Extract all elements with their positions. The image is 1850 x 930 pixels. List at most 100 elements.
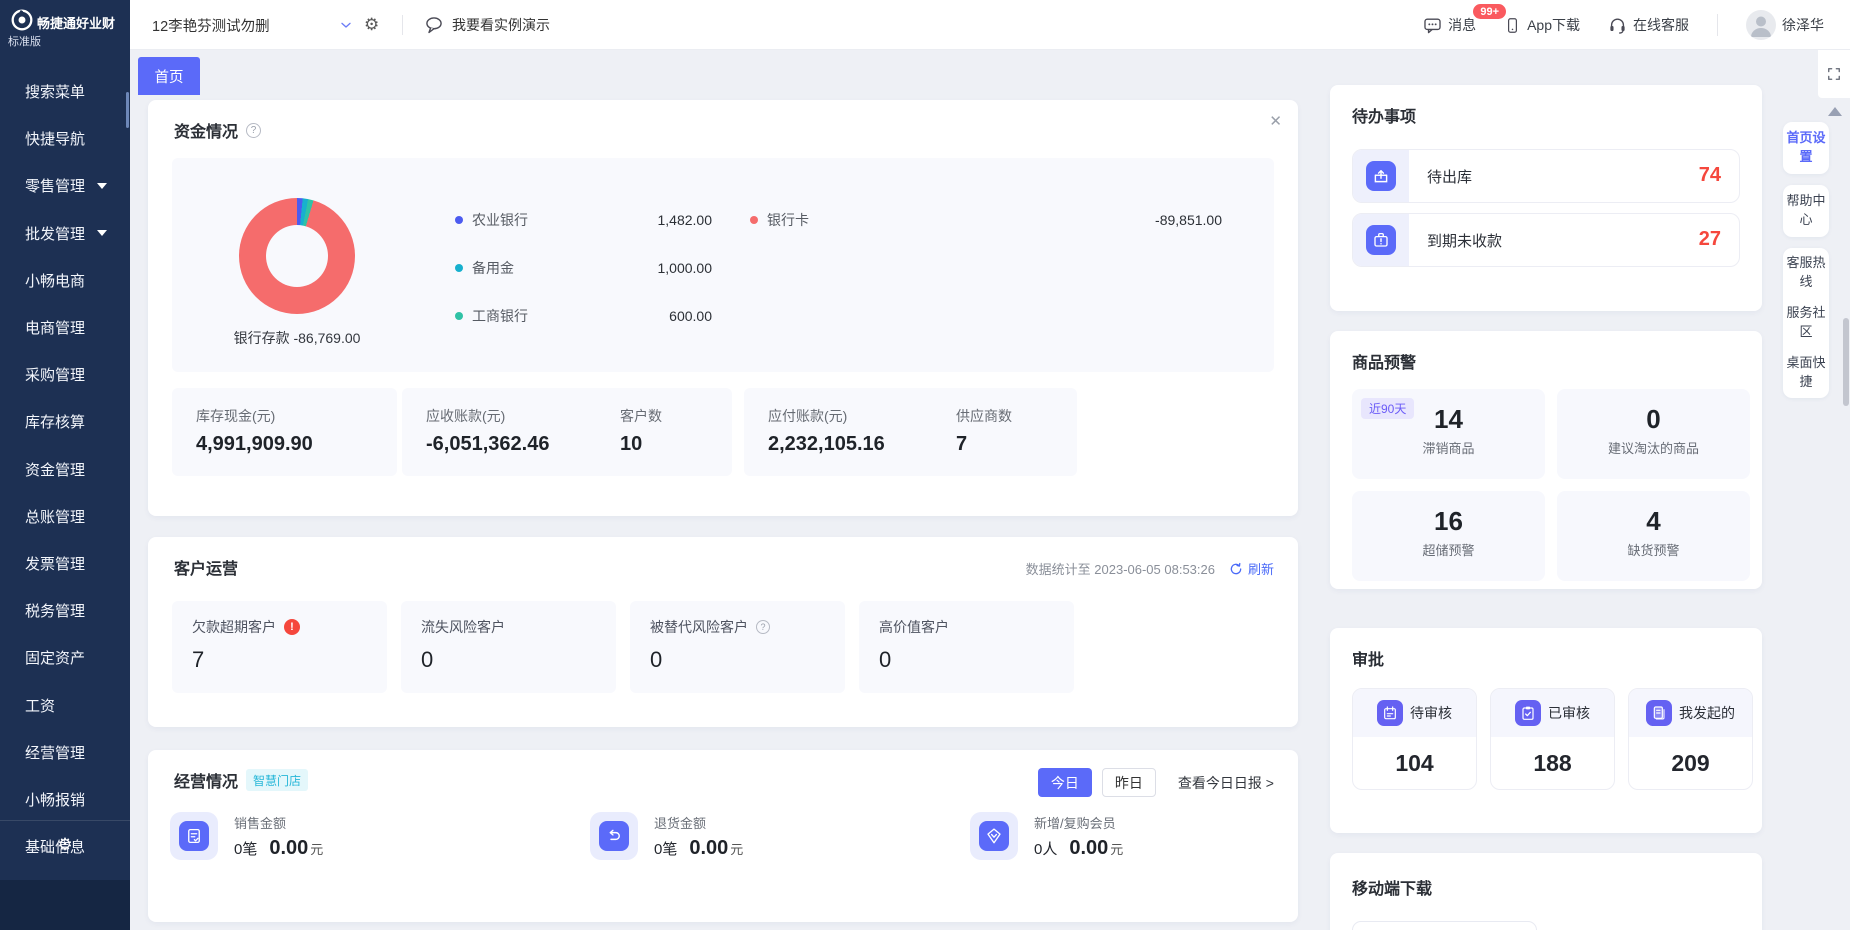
sidebar-item-quick-nav[interactable]: 快捷导航 [25, 131, 86, 149]
alert-cell-overstock[interactable]: 16 超储预警 [1352, 491, 1545, 581]
headset-icon [1610, 18, 1625, 34]
due-payment-icon [1366, 225, 1396, 255]
page-scrollbar-thumb[interactable] [1843, 318, 1849, 406]
triangle-down-icon [97, 230, 108, 237]
sidebar-item-invoices[interactable]: 发票管理 [25, 555, 86, 573]
metric-members: 新增/复购会员 0人 0.00 元 [970, 812, 1123, 860]
sidebar-item-base-info[interactable]: 基础信息 [25, 839, 86, 857]
business-title: 经营情况 [174, 774, 239, 791]
alert-cell-out-of-stock[interactable]: 4 缺货预警 [1557, 491, 1750, 581]
stat-card-cash[interactable]: 库存现金(元) 4,991,909.90 [172, 388, 397, 476]
tab-home[interactable]: 首页 [138, 57, 200, 95]
demo-link[interactable]: 我要看实例演示 [424, 0, 550, 50]
data-updated-text: 数据统计至 2023-06-05 08:53:26 [1025, 562, 1215, 577]
sidebar-item-funds[interactable]: 资金管理 [25, 461, 86, 479]
sidebar-item-xiaochang-ecom[interactable]: 小畅电商 [25, 272, 86, 290]
speech-bubble-icon [426, 17, 442, 34]
org-selector[interactable]: 12李艳芬测试勿删 [152, 0, 354, 50]
sidebar-settings-gear-icon[interactable]: ⚙ [0, 820, 130, 868]
sidebar-item-inventory[interactable]: 库存核算 [25, 414, 86, 432]
stat-card-payables[interactable]: 应付账款(元) 2,232,105.16 供应商数 7 [744, 388, 1077, 476]
online-service-button[interactable]: 在线客服 [1608, 15, 1689, 35]
mobile-download-section: 移动端下载 [1330, 853, 1762, 930]
demo-link-label: 我要看实例演示 [452, 17, 550, 33]
sidebar-item-wholesale[interactable]: 批发管理 [0, 210, 130, 257]
fullscreen-icon [1828, 68, 1840, 80]
calendar-check-icon [1377, 700, 1403, 726]
approval-approved[interactable]: 已审核 188 [1490, 688, 1615, 790]
topbar-divider [1717, 14, 1718, 36]
app-title: 畅捷通好业财 [37, 16, 116, 31]
messages-label: 消息 [1448, 17, 1477, 33]
sidebar-item-search-menu[interactable]: 搜索菜单 [25, 84, 86, 102]
metric-returns: 退货金额 0笔 0.00 元 [590, 812, 743, 860]
approval-pending[interactable]: 待审核 104 [1352, 688, 1477, 790]
tool-home-settings[interactable]: 首页设置 [1783, 122, 1829, 174]
tool-service-community[interactable]: 服务社区 [1786, 305, 1826, 339]
clipboard-check-icon [1515, 700, 1541, 726]
close-icon[interactable]: ✕ [1269, 113, 1282, 130]
tool-group: 客服热线 服务社区 桌面快捷 [1783, 248, 1829, 398]
customer-card-churn-risk[interactable]: 流失风险客户 0 [401, 601, 616, 693]
funds-section: 资金情况 ? ✕ 银行存款 -86,769.00 农业银行 1,482.00 备… [148, 100, 1298, 516]
todo-section: 待办事项 待出库 74 到期未收款 27 [1330, 85, 1762, 311]
yesterday-button[interactable]: 昨日 [1101, 768, 1156, 797]
brand-logo-icon [9, 7, 35, 38]
approval-initiated[interactable]: 我发起的 209 [1628, 688, 1753, 790]
legend-dot [750, 216, 758, 224]
scroll-up-icon[interactable] [1828, 107, 1842, 116]
fullscreen-button[interactable] [1818, 50, 1850, 98]
todo-item-outbound[interactable]: 待出库 74 [1352, 149, 1740, 203]
funds-title-row: 资金情况 ? [174, 118, 262, 142]
sidebar-item-purchasing[interactable]: 采购管理 [25, 367, 86, 385]
alert-cell-eliminate[interactable]: 0 建议淘汰的商品 [1557, 389, 1750, 479]
sidebar-item-retail[interactable]: 零售管理 [0, 162, 130, 209]
stat-card-receivables[interactable]: 应收账款(元) -6,051,362.46 客户数 10 [402, 388, 732, 476]
todo-item-due-payment[interactable]: 到期未收款 27 [1352, 213, 1740, 267]
help-icon[interactable]: ? [246, 122, 262, 138]
legend-dot [455, 216, 463, 224]
messages-button[interactable]: 消息 99+ [1423, 4, 1507, 35]
tool-service-hotline[interactable]: 客服热线 [1786, 255, 1826, 289]
tool-help-center[interactable]: 帮助中心 [1783, 185, 1829, 237]
tool-desktop-shortcut[interactable]: 桌面快捷 [1786, 355, 1826, 389]
sidebar-item-ledger[interactable]: 总账管理 [25, 508, 86, 526]
today-button[interactable]: 今日 [1037, 768, 1092, 797]
mobile-download-title: 移动端下载 [1352, 881, 1433, 898]
customer-card-overdue[interactable]: 欠款超期客户 ! 7 [172, 601, 387, 693]
sidebar-item-tax[interactable]: 税务管理 [25, 603, 86, 621]
daily-report-link[interactable]: 查看今日日报 > [1177, 774, 1274, 791]
refresh-icon [1230, 562, 1242, 574]
app-edition: 标准版 [8, 36, 41, 48]
return-icon [590, 812, 638, 860]
help-icon[interactable]: ? [756, 620, 770, 634]
triangle-down-icon [97, 182, 108, 189]
app-download-label: App下载 [1527, 17, 1580, 33]
sidebar-item-payroll[interactable]: 工资 [25, 697, 56, 715]
topbar-divider [402, 15, 403, 35]
username: 徐泽华 [1782, 17, 1824, 33]
alert-cell-slow-moving[interactable]: 近90天 14 滞销商品 [1352, 389, 1545, 479]
customer-card-replacement-risk[interactable]: 被替代风险客户 ? 0 [630, 601, 845, 693]
user-menu[interactable]: 徐泽华 [1746, 10, 1824, 40]
sidebar-scrollbar-thumb[interactable] [126, 92, 129, 128]
message-icon [1424, 17, 1441, 33]
legend-item: 备用金 1,000.00 [455, 258, 712, 278]
sidebar-item-ecommerce[interactable]: 电商管理 [25, 320, 86, 338]
customer-card-high-value[interactable]: 高价值客户 0 [859, 601, 1074, 693]
legend-dot [455, 312, 463, 320]
mobile-download-item [1352, 921, 1537, 930]
customer-ops-title: 客户运营 [174, 561, 239, 578]
refresh-button[interactable]: 刷新 [1229, 559, 1274, 578]
funds-chart-panel: 银行存款 -86,769.00 农业银行 1,482.00 备用金 1,000.… [172, 158, 1274, 372]
document-icon [1646, 700, 1672, 726]
sidebar-item-operations[interactable]: 经营管理 [25, 744, 86, 762]
sidebar-item-fixed-assets[interactable]: 固定资产 [25, 650, 86, 668]
alert-icon: ! [284, 619, 300, 635]
app-download-button[interactable]: App下载 [1504, 15, 1580, 35]
sidebar-item-expense[interactable]: 小畅报销 [25, 791, 86, 809]
avatar [1746, 10, 1776, 40]
business-section: 经营情况 智慧门店 今日 昨日 查看今日日报 > 销售金额 0笔 0.00 元 … [148, 750, 1298, 922]
workspace-settings-gear-icon[interactable]: ⚙ [364, 15, 380, 34]
product-alerts-section: 商品预警 近90天 14 滞销商品 0 建议淘汰的商品 16 超储预警 4 缺货… [1330, 331, 1762, 589]
